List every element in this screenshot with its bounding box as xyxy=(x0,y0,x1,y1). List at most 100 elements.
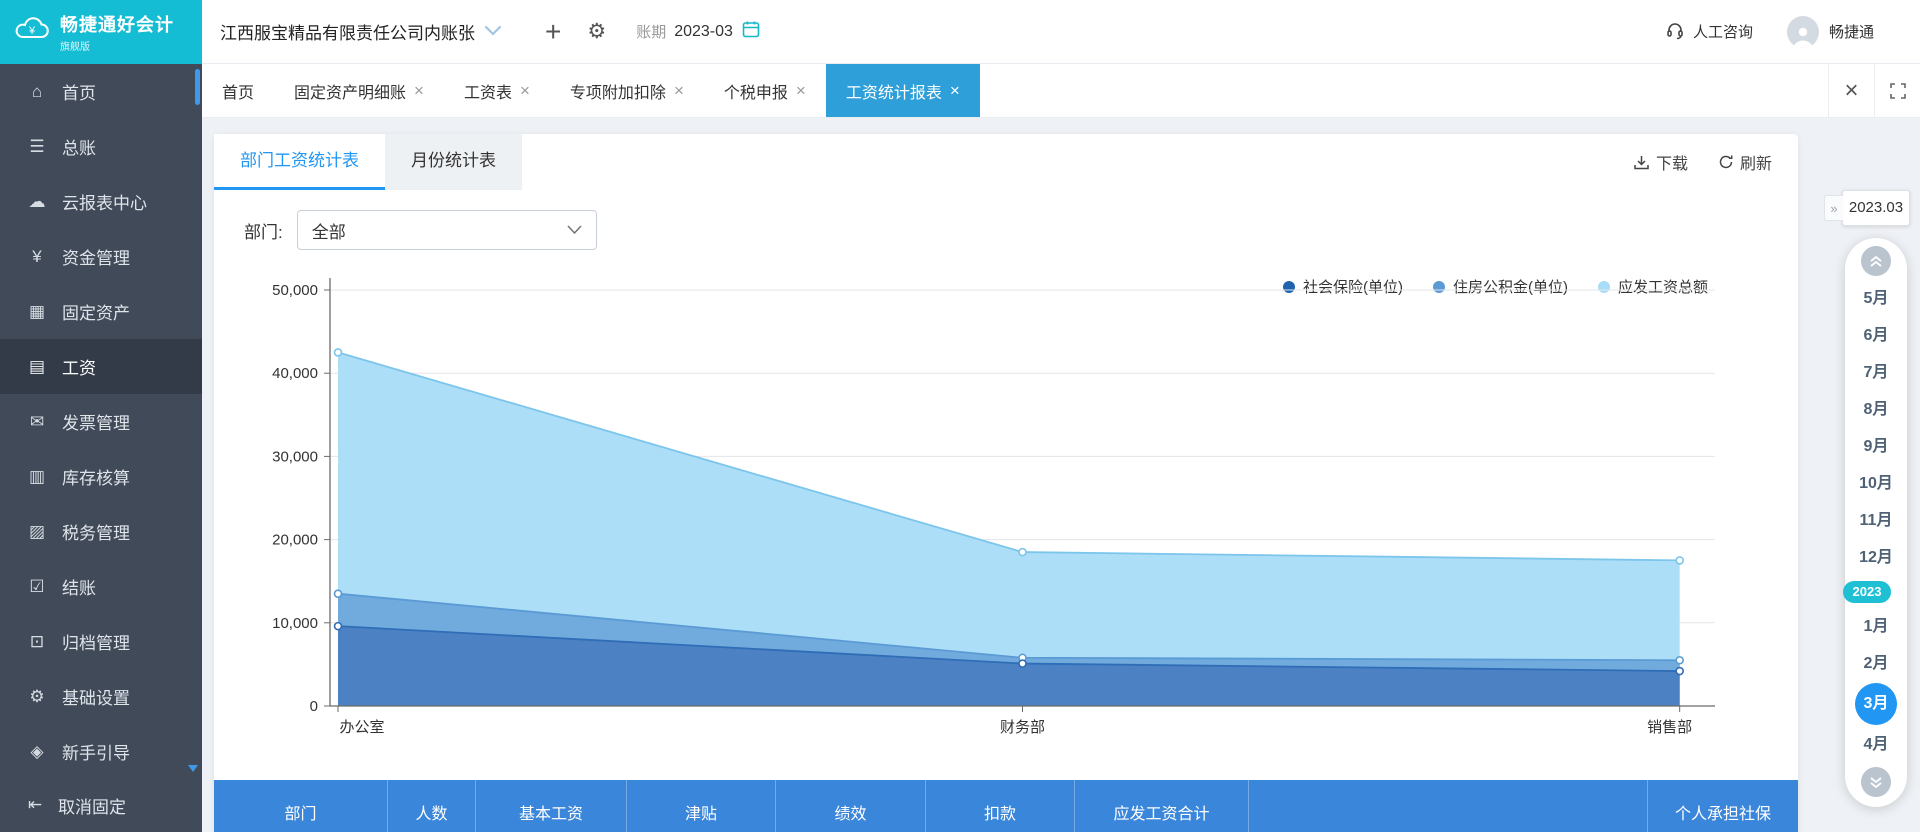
salary-report-panel: 部门工资统计表 月份统计表 下载 刷新 部门: 全部 社会保险(单位) 住房公积金(… xyxy=(214,134,1798,832)
table-column-header xyxy=(1249,780,1648,832)
close-icon[interactable]: × xyxy=(414,81,424,100)
gear-icon[interactable]: ⚙ xyxy=(587,20,607,43)
month-item[interactable]: 5月 xyxy=(1863,290,1889,307)
collapse-handle-icon[interactable]: » xyxy=(1824,195,1843,221)
refresh-button[interactable]: 刷新 xyxy=(1718,150,1772,174)
sidebar-item[interactable]: ¥ 资金管理 xyxy=(0,229,202,284)
tax-icon: ▨ xyxy=(28,521,46,541)
sidebar-item[interactable]: ☰ 总账 xyxy=(0,119,202,174)
archive-icon: ⊡ xyxy=(29,631,45,651)
tab-item[interactable]: 工资统计报表 × xyxy=(825,64,980,117)
table-column-header: 绩效 xyxy=(776,780,926,832)
period-selector[interactable]: 账期 2023-03 xyxy=(636,19,761,44)
sidebar-item[interactable]: ⊡ 归档管理 xyxy=(0,614,202,669)
sidebar-item-label: 固定资产 xyxy=(62,304,130,323)
filter-row: 部门: 全部 xyxy=(244,210,597,250)
tab-item[interactable]: 固定资产明细账 × xyxy=(274,64,444,117)
tab-item[interactable]: 个税申报 × xyxy=(704,64,826,117)
double-chevron-down-icon xyxy=(1870,776,1882,788)
sidebar-item[interactable]: ⌂ 首页 xyxy=(0,64,202,119)
sidebar-scrollbar[interactable] xyxy=(195,69,200,105)
company-name: 江西服宝精品有限责任公司内账张 xyxy=(220,24,475,43)
open-tabs: 首页 固定资产明细账 × 工资表 × 专项附加扣除 × 个税申报 × 工资统计报表 × xyxy=(202,64,1828,117)
cloud-report-icon: ☁ xyxy=(28,191,46,211)
double-chevron-up-icon xyxy=(1870,255,1882,267)
close-icon[interactable]: × xyxy=(673,81,684,100)
table-column-header: 部门 xyxy=(214,780,388,832)
close-icon[interactable]: × xyxy=(795,81,806,100)
settings-icon: ⚙ xyxy=(29,686,45,706)
svg-text:30,000: 30,000 xyxy=(272,448,318,465)
report-subtabs: 部门工资统计表 月份统计表 xyxy=(214,134,522,190)
year-badge[interactable]: 2023 xyxy=(1843,581,1891,603)
table-column-header: 个人承担社保 xyxy=(1674,806,1771,823)
tab-item[interactable]: 工资表 × xyxy=(444,64,550,117)
app-title: 畅捷通好会计 xyxy=(60,14,174,35)
close-icon[interactable]: × xyxy=(519,81,530,100)
svg-text:0: 0 xyxy=(310,698,318,715)
month-item[interactable]: 10月 xyxy=(1859,475,1893,492)
tab-label: 首页 xyxy=(222,84,255,102)
sidebar-item[interactable]: ▨ 税务管理 xyxy=(0,504,202,559)
support-button[interactable]: 人工咨询 xyxy=(1665,20,1753,44)
avatar[interactable] xyxy=(1786,15,1819,48)
tab-label: 工资统计报表 xyxy=(845,84,942,102)
month-item[interactable]: 12月 xyxy=(1859,549,1893,566)
month-item[interactable]: 7月 xyxy=(1863,364,1889,381)
sidebar-item[interactable]: ◈ 新手引导 xyxy=(0,724,202,779)
subtab-item[interactable]: 月份统计表 xyxy=(411,151,496,170)
sidebar-menu: ⌂ 首页 ☰ 总账 ☁ 云报表中心 ¥ 资金管理 ▦ 固定资产 ▤ 工资 ✉ 发票管理 ▥ 库存核算 ▨ 税务管理… xyxy=(0,64,202,779)
month-item[interactable]: 6月 xyxy=(1863,327,1889,344)
fullscreen-button[interactable] xyxy=(1874,64,1920,117)
sidebar-item-label: 新手引导 xyxy=(62,744,130,763)
sidebar-item[interactable]: ▤ 工资 xyxy=(0,339,202,394)
month-item[interactable]: 9月 xyxy=(1863,438,1889,455)
subtab-item[interactable]: 部门工资统计表 xyxy=(214,134,385,190)
refresh-icon xyxy=(1719,155,1733,169)
table-column-header: 应发工资合计 xyxy=(1075,780,1249,832)
closing-icon: ☑ xyxy=(29,576,45,596)
department-select[interactable]: 全部 xyxy=(296,210,597,250)
month-list: 5月 6月 7月 8月 9月 10月 11月 12月 2023 1月 2月 3月 4月 xyxy=(1843,280,1907,763)
sidebar-item[interactable]: ☁ 云报表中心 xyxy=(0,174,202,229)
period-value: 2023-03 xyxy=(674,22,733,40)
plus-icon[interactable]: + xyxy=(545,15,562,47)
sidebar-item[interactable]: ▥ 库存核算 xyxy=(0,449,202,504)
tab-label: 固定资产明细账 xyxy=(294,84,407,102)
download-icon xyxy=(1634,155,1649,169)
sidebar-item[interactable]: ✉ 发票管理 xyxy=(0,394,202,449)
sidebar-item[interactable]: ☑ 结账 xyxy=(0,559,202,614)
sidebar-item-label: 工资 xyxy=(62,359,96,378)
user-name[interactable]: 畅捷通 xyxy=(1828,24,1874,41)
sidebar-scroll-down-icon[interactable] xyxy=(188,765,198,772)
sidebar-unpin-button[interactable]: ⇤ 取消固定 xyxy=(0,778,202,832)
month-item[interactable]: 2月 xyxy=(1863,655,1889,672)
download-button[interactable]: 下载 xyxy=(1633,150,1688,174)
close-icon[interactable]: × xyxy=(949,81,960,100)
app-logo[interactable]: ¥ 畅捷通好会计 旗舰版 xyxy=(0,0,202,64)
period-display[interactable]: » 2023.03 xyxy=(1824,190,1910,226)
tab-item[interactable]: 专项附加扣除 × xyxy=(550,64,704,117)
scroll-up-button[interactable] xyxy=(1861,246,1891,276)
table-column-header: 津贴 xyxy=(627,780,776,832)
chevron-down-icon xyxy=(484,23,502,41)
company-selector[interactable]: 江西服宝精品有限责任公司内账张 xyxy=(220,19,502,44)
tab-label: 专项附加扣除 xyxy=(569,84,666,102)
month-item[interactable]: 11月 xyxy=(1859,512,1893,529)
sidebar: ⌂ 首页 ☰ 总账 ☁ 云报表中心 ¥ 资金管理 ▦ 固定资产 ▤ 工资 ✉ 发票管理 ▥ 库存核算 ▨ 税务管理… xyxy=(0,64,202,832)
month-item[interactable]: 3月 xyxy=(1855,683,1897,725)
sidebar-item[interactable]: ▦ 固定资产 xyxy=(0,284,202,339)
month-item[interactable]: 1月 xyxy=(1863,618,1889,635)
close-icon: × xyxy=(1844,76,1859,104)
scroll-down-button[interactable] xyxy=(1861,767,1891,797)
month-item[interactable]: 4月 xyxy=(1863,736,1889,753)
department-filter-label: 部门: xyxy=(244,222,283,242)
close-all-tabs-button[interactable]: × xyxy=(1828,64,1874,117)
month-item[interactable]: 8月 xyxy=(1863,401,1889,418)
inventory-icon: ▥ xyxy=(28,466,46,486)
svg-text:50,000: 50,000 xyxy=(272,282,318,299)
tab-item[interactable]: 首页 xyxy=(202,64,274,117)
calendar-icon[interactable] xyxy=(741,19,761,44)
tab-label: 个税申报 xyxy=(723,84,788,102)
sidebar-item[interactable]: ⚙ 基础设置 xyxy=(0,669,202,724)
